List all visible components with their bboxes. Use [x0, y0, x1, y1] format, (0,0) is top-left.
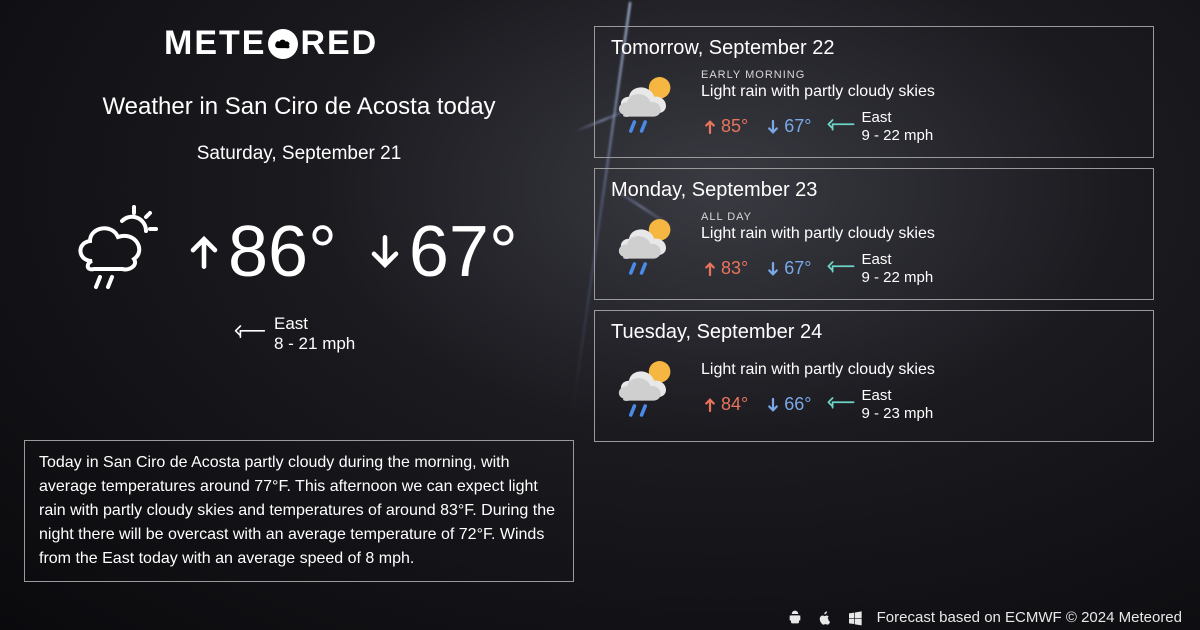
today-date: Saturday, September 21 [24, 143, 574, 165]
forecast-low: 67° [764, 258, 811, 279]
wind-arrow-icon [234, 324, 266, 344]
forecast-low: 67° [764, 116, 811, 137]
forecast-stats: 85° 67° East9 - 22 mph [701, 109, 1137, 144]
weather-icon [611, 68, 683, 145]
brand-post: RED [300, 24, 378, 63]
apple-icon [817, 610, 833, 626]
forecast-wind: East9 - 22 mph [827, 251, 933, 286]
today-wind: East 8 - 21 mph [234, 314, 574, 355]
forecast-card: Monday, September 23 ALL DAY Light rain … [594, 168, 1154, 300]
forecast-wind: East9 - 23 mph [827, 387, 933, 422]
forecast-body: Light rain with partly cloudy skies 84° … [611, 352, 1137, 429]
layout: METE RED Weather in San Ciro de Acosta t… [0, 0, 1200, 630]
android-icon [787, 610, 803, 626]
forecast-body: EARLY MORNING Light rain with partly clo… [611, 68, 1137, 145]
forecast-condition: Light rain with partly cloudy skies [701, 83, 1137, 101]
brand-pre: METE [164, 24, 266, 63]
forecast-date: Monday, September 23 [611, 179, 1137, 202]
today-main-row: 86° 67° [64, 199, 574, 304]
forecast-column: Tomorrow, September 22 EARLY MORNING Lig… [594, 20, 1176, 630]
forecast-date: Tuesday, September 24 [611, 321, 1137, 344]
forecast-card: Tomorrow, September 22 EARLY MORNING Lig… [594, 26, 1154, 158]
footer: Forecast based on ECMWF © 2024 Meteored [787, 609, 1182, 626]
today-high: 86° [182, 211, 337, 293]
forecast-high: 85° [701, 116, 748, 137]
forecast-card: Tuesday, September 24 Light rain with pa… [594, 310, 1154, 442]
forecast-body: ALL DAY Light rain with partly cloudy sk… [611, 210, 1137, 287]
today-wind-speed: 8 - 21 mph [274, 334, 355, 354]
forecast-period: EARLY MORNING [701, 69, 1137, 81]
footer-text: Forecast based on ECMWF © 2024 Meteored [877, 609, 1182, 626]
weather-icon [611, 352, 683, 429]
up-arrow-icon [182, 230, 226, 274]
forecast-wind: East9 - 22 mph [827, 109, 933, 144]
forecast-condition: Light rain with partly cloudy skies [701, 361, 1137, 379]
windows-icon [847, 610, 863, 626]
page-title: Weather in San Ciro de Acosta today [24, 93, 574, 121]
today-description: Today in San Ciro de Acosta partly cloud… [24, 440, 574, 582]
forecast-condition: Light rain with partly cloudy skies [701, 225, 1137, 243]
forecast-low: 66° [764, 394, 811, 415]
forecast-high: 84° [701, 394, 748, 415]
today-wind-dir: East [274, 314, 355, 334]
forecast-stats: 84° 66° East9 - 23 mph [701, 387, 1137, 422]
left-column: METE RED Weather in San Ciro de Acosta t… [24, 20, 594, 630]
forecast-stats: 83° 67° East9 - 22 mph [701, 251, 1137, 286]
brand-logo: METE RED [164, 24, 574, 63]
brand-cloud-icon [268, 29, 298, 59]
forecast-date: Tomorrow, September 22 [611, 37, 1137, 60]
forecast-info: ALL DAY Light rain with partly cloudy sk… [701, 211, 1137, 286]
today-low: 67° [363, 211, 518, 293]
down-arrow-icon [363, 230, 407, 274]
forecast-info: EARLY MORNING Light rain with partly clo… [701, 69, 1137, 144]
forecast-period: ALL DAY [701, 211, 1137, 223]
today-wind-text: East 8 - 21 mph [274, 314, 355, 355]
today-low-value: 67° [409, 211, 518, 293]
weather-icon-main [64, 199, 164, 304]
today-high-value: 86° [228, 211, 337, 293]
forecast-info: Light rain with partly cloudy skies 84° … [701, 359, 1137, 422]
weather-icon [611, 210, 683, 287]
forecast-high: 83° [701, 258, 748, 279]
